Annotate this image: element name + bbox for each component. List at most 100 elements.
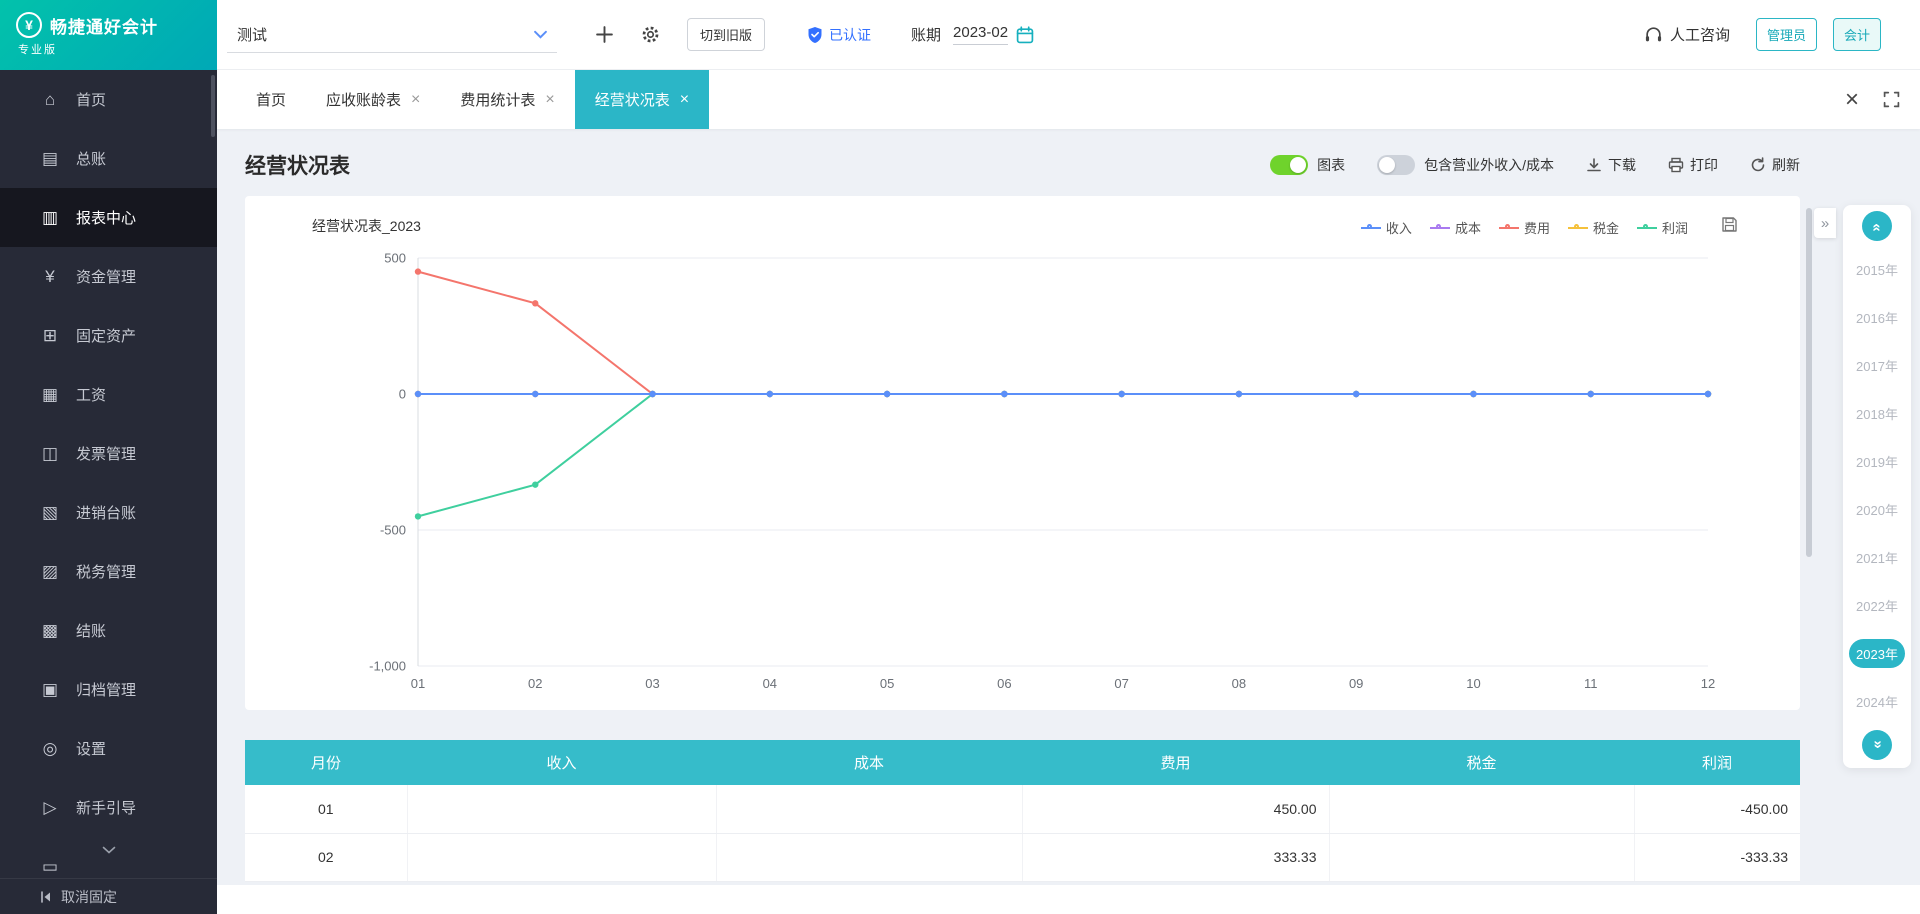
invoice-icon: ◫ — [41, 443, 59, 463]
calendar-icon[interactable] — [1016, 25, 1034, 44]
sidebar-item-fixed-assets[interactable]: ⊞ 固定资产 — [0, 306, 217, 365]
save-image-icon[interactable] — [1721, 216, 1738, 233]
year-button-2015[interactable]: 2015年 — [1856, 263, 1898, 278]
svg-text:0: 0 — [399, 387, 406, 402]
sidebar-scroll-down[interactable] — [0, 846, 217, 854]
tab-费用统计表[interactable]: 费用统计表 × — [440, 70, 574, 129]
sidebar-item-payroll[interactable]: ▦ 工资 — [0, 365, 217, 424]
year-button-2017[interactable]: 2017年 — [1856, 359, 1898, 374]
legend-item-成本[interactable]: 成本 — [1429, 218, 1481, 237]
year-button-2023[interactable]: 2023年 — [1849, 639, 1905, 668]
horizontal-scrollbar-track[interactable] — [217, 885, 1920, 914]
settings-button[interactable] — [640, 24, 661, 45]
legend-item-利润[interactable]: 利润 — [1636, 218, 1688, 237]
add-button[interactable] — [595, 25, 614, 44]
cell-value: 450.00 — [1022, 785, 1330, 834]
period-value[interactable]: 2023-02 — [953, 24, 1009, 45]
sidebar-item-hidden-item[interactable]: ▭ — [0, 837, 217, 896]
sidebar-item-invoice[interactable]: ◫ 发票管理 — [0, 424, 217, 483]
tab-close-icon[interactable]: × — [679, 90, 690, 108]
year-button-2024[interactable]: 2024年 — [1856, 695, 1898, 710]
certified-badge: 已认证 — [807, 25, 871, 45]
certified-label: 已认证 — [829, 26, 872, 43]
svg-text:-500: -500 — [380, 523, 406, 538]
table-header-收入: 收入 — [407, 740, 716, 785]
collapse-left-icon — [40, 890, 52, 903]
year-panel-collapse-tab[interactable]: » — [1814, 208, 1836, 238]
year-button-2016[interactable]: 2016年 — [1856, 311, 1898, 326]
cell-value — [407, 785, 717, 834]
support-button[interactable]: 人工咨询 — [1644, 24, 1730, 45]
include-toggle-label: 包含营业外收入/成本 — [1424, 157, 1554, 173]
svg-text:08: 08 — [1232, 676, 1246, 691]
accountant-button[interactable]: 会计 — [1832, 18, 1881, 51]
year-button-2019[interactable]: 2019年 — [1856, 455, 1898, 470]
legend-item-收入[interactable]: 收入 — [1360, 218, 1412, 237]
accounting-period: 账期 2023-02 — [911, 24, 1034, 45]
purchase-sales-icon: ▧ — [41, 502, 59, 522]
sidebar-item-home[interactable]: ⌂ 首页 — [0, 70, 217, 129]
company-select[interactable]: 测试 — [227, 17, 557, 53]
plus-icon — [595, 25, 614, 44]
svg-text:12: 12 — [1701, 676, 1715, 691]
page-title: 经营状况表 — [245, 155, 350, 178]
year-button-2021[interactable]: 2021年 — [1856, 551, 1898, 566]
sidebar-item-label: 归档管理 — [76, 682, 137, 699]
period-label: 账期 — [911, 27, 942, 44]
support-label: 人工咨询 — [1669, 27, 1730, 44]
year-scroll-down-button[interactable]: « — [1862, 730, 1892, 760]
close-tab-icon[interactable]: × — [1844, 85, 1859, 113]
chart-toggle[interactable] — [1270, 155, 1309, 175]
year-button-2018[interactable]: 2018年 — [1856, 407, 1898, 422]
sidebar-item-general-ledger[interactable]: ▤ 总账 — [0, 129, 217, 188]
sidebar-item-settings[interactable]: ◎ 设置 — [0, 719, 217, 778]
include-toggle-group: 包含营业外收入/成本 — [1377, 155, 1554, 175]
chart-legend: 收入 成本 费用 税金 利润 — [1360, 218, 1688, 237]
include-nonoperating-toggle[interactable] — [1377, 155, 1416, 175]
sidebar-scrollbar-thumb[interactable] — [211, 75, 215, 137]
svg-text:03: 03 — [645, 676, 659, 691]
sidebar-menu: ⌂ 首页 ▤ 总账 ▥ 报表中心 ¥ 资金管理 ⊞ 固定资产 ▦ 工资 ◫ 发票管理 ▧ 进销台账 ▨ 税务管理 ▩… — [0, 70, 217, 896]
fullscreen-icon[interactable] — [1883, 91, 1900, 108]
tab-close-icon[interactable]: × — [411, 90, 421, 108]
legend-marker-icon — [1429, 223, 1450, 233]
sidebar-item-purchase-sales[interactable]: ▧ 进销台账 — [0, 483, 217, 542]
cell-value — [1329, 833, 1635, 882]
sidebar-item-label: 新手引导 — [76, 800, 137, 817]
sidebar-item-guide[interactable]: ▷ 新手引导 — [0, 778, 217, 837]
cell-value: -333.33 — [1634, 833, 1800, 882]
report-toolbar: 经营状况表 图表 包含营业外收入/成本 下载 — [245, 143, 1800, 187]
year-button-2022[interactable]: 2022年 — [1856, 599, 1898, 614]
svg-text:09: 09 — [1349, 676, 1363, 691]
sidebar-item-report-center[interactable]: ▥ 报表中心 — [0, 188, 217, 247]
download-label: 下载 — [1608, 157, 1636, 173]
year-button-2020[interactable]: 2020年 — [1856, 503, 1898, 518]
sidebar-item-label: 设置 — [76, 741, 107, 758]
tab-经营状况表[interactable]: 经营状况表 × — [574, 70, 710, 129]
legend-label: 收入 — [1385, 221, 1412, 236]
closing-icon: ▩ — [41, 620, 59, 640]
chevron-down-icon — [534, 30, 547, 39]
legend-item-费用[interactable]: 费用 — [1498, 218, 1550, 237]
cell-value — [716, 833, 1023, 882]
download-button[interactable]: 下载 — [1586, 155, 1636, 175]
sidebar-item-archive[interactable]: ▣ 归档管理 — [0, 660, 217, 719]
print-button[interactable]: 打印 — [1668, 155, 1718, 175]
year-panel: « 2015年 2016年 2017年 2018年 2019年 2020年 2021年 202… — [1843, 205, 1911, 768]
sidebar-item-closing[interactable]: ▩ 结账 — [0, 601, 217, 660]
admin-button[interactable]: 管理员 — [1755, 18, 1817, 51]
sidebar-item-funds[interactable]: ¥ 资金管理 — [0, 247, 217, 306]
tab-应收账龄表[interactable]: 应收账龄表 × — [306, 70, 440, 129]
tab-close-icon[interactable]: × — [545, 90, 555, 108]
content-scrollbar-thumb[interactable] — [1806, 208, 1812, 557]
switch-old-version-button[interactable]: 切到旧版 — [687, 18, 766, 51]
header-right-group: 人工咨询 管理员 会计 — [1644, 18, 1920, 51]
unpin-sidebar-button[interactable]: 取消固定 — [0, 878, 217, 914]
legend-item-税金[interactable]: 税金 — [1567, 218, 1619, 237]
year-scroll-up-button[interactable]: « — [1862, 211, 1892, 241]
refresh-button[interactable]: 刷新 — [1750, 155, 1800, 175]
year-list: 2015年 2016年 2017年 2018年 2019年 2020年 2021年 2022年… — [1849, 255, 1905, 716]
sidebar-item-tax[interactable]: ▨ 税务管理 — [0, 542, 217, 601]
tab-首页[interactable]: 首页 — [236, 70, 306, 129]
